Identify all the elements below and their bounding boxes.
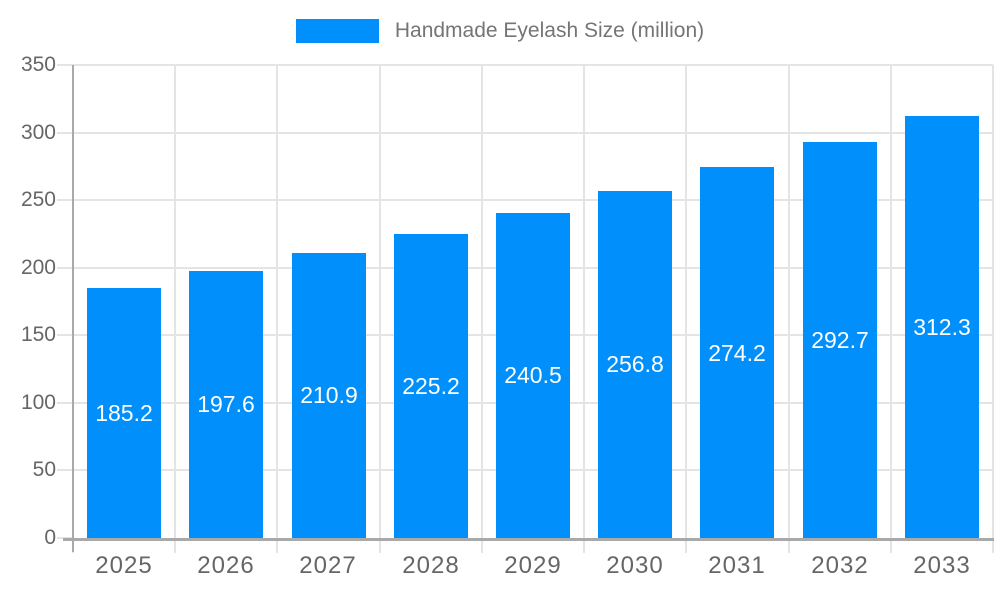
y-tick-label: 200 <box>20 256 56 279</box>
bar[interactable] <box>496 213 570 538</box>
y-tick-label: 150 <box>20 323 56 346</box>
x-tick-label: 2026 <box>197 552 255 579</box>
legend[interactable]: Handmade Eyelash Size (million) <box>0 17 1000 45</box>
y-tick-label: 250 <box>20 188 56 211</box>
x-tick <box>379 541 381 553</box>
x-tick-label: 2033 <box>913 552 971 579</box>
y-tick <box>57 469 73 471</box>
x-tick-label: 2031 <box>708 552 766 579</box>
gridline-v <box>583 65 585 538</box>
gridline-v <box>174 65 176 538</box>
bar[interactable] <box>598 191 672 538</box>
x-tick-label: 2032 <box>811 552 869 579</box>
bar[interactable] <box>292 253 366 538</box>
x-tick-label: 2028 <box>402 552 460 579</box>
bar-value-label: 312.3 <box>913 314 971 340</box>
gridline-v <box>685 65 687 538</box>
gridline-v <box>992 65 994 538</box>
x-tick <box>174 541 176 553</box>
bar-value-label: 256.8 <box>606 351 664 377</box>
x-tick <box>481 541 483 553</box>
y-tick <box>57 402 73 404</box>
x-tick-label: 2029 <box>504 552 562 579</box>
x-tick <box>685 541 687 553</box>
bar-value-label: 210.9 <box>300 382 358 408</box>
y-tick <box>57 132 73 134</box>
x-tick <box>992 541 994 553</box>
bar[interactable] <box>394 234 468 538</box>
x-tick-label: 2027 <box>299 552 357 579</box>
y-tick <box>57 267 73 269</box>
y-axis-line <box>72 65 74 552</box>
bar[interactable] <box>803 142 877 538</box>
gridline-h <box>73 132 993 134</box>
x-tick <box>276 541 278 553</box>
x-tick-label: 2025 <box>95 552 153 579</box>
y-tick <box>57 334 73 336</box>
legend-label: Handmade Eyelash Size (million) <box>394 19 705 42</box>
bar[interactable] <box>87 288 161 538</box>
x-tick <box>583 541 585 553</box>
y-tick-label: 100 <box>20 391 56 414</box>
bar[interactable] <box>189 271 263 538</box>
bar-value-label: 240.5 <box>504 362 562 388</box>
x-axis-line <box>63 538 994 541</box>
gridline-h <box>73 199 993 201</box>
gridline-v <box>788 65 790 538</box>
bar[interactable] <box>905 116 979 538</box>
x-tick <box>788 541 790 553</box>
y-tick-label: 300 <box>20 121 56 144</box>
gridline-v <box>890 65 892 538</box>
x-tick-label: 2030 <box>606 552 664 579</box>
gridline-h <box>73 64 993 66</box>
y-tick-label: 0 <box>44 526 56 549</box>
gridline-v <box>276 65 278 538</box>
legend-swatch-icon <box>295 19 379 43</box>
bar-value-label: 292.7 <box>811 327 869 353</box>
gridline-v <box>379 65 381 538</box>
bar-value-label: 274.2 <box>708 340 766 366</box>
bar-value-label: 185.2 <box>95 400 153 426</box>
y-tick-label: 50 <box>32 458 56 481</box>
bar-value-label: 197.6 <box>197 391 255 417</box>
y-tick-label: 350 <box>20 53 56 76</box>
x-tick <box>890 541 892 553</box>
y-tick <box>57 64 73 66</box>
bar-value-label: 225.2 <box>402 373 460 399</box>
y-tick <box>57 199 73 201</box>
bar[interactable] <box>700 167 774 538</box>
gridline-v <box>481 65 483 538</box>
